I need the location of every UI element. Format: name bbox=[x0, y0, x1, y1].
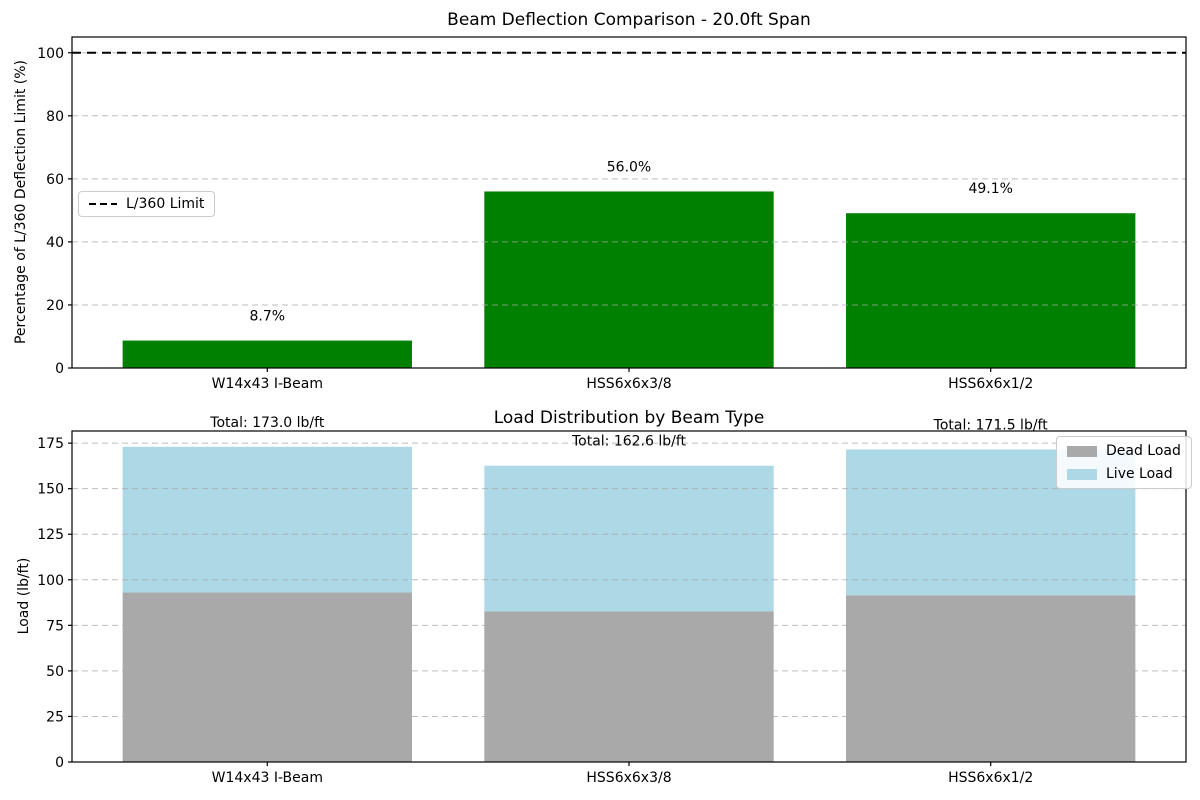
total-load-label: Total: 173.0 lb/ft bbox=[209, 415, 325, 431]
dashed-line-swatch bbox=[89, 202, 117, 206]
y-tick-label: 25 bbox=[46, 709, 64, 725]
y-tick-label: 175 bbox=[37, 436, 64, 452]
bar-value-label: 56.0% bbox=[607, 159, 651, 175]
x-tick-label: W14x43 I-Beam bbox=[212, 770, 323, 786]
bar-HSS6x6x3/8 bbox=[484, 191, 774, 368]
bar-value-label: 8.7% bbox=[250, 309, 286, 325]
chart-title: Beam Deflection Comparison - 20.0ft Span bbox=[447, 10, 811, 30]
load-plot-canvas: 0 25 50 75 100 125 150 175 W14x43 I-Beam HSS6x6x3… bbox=[37, 415, 1187, 786]
dead-load-bar-W14x43 I-Beam bbox=[122, 592, 412, 762]
y-tick-label: 100 bbox=[37, 46, 64, 62]
y-tick-label: 0 bbox=[55, 361, 64, 377]
dead-load-bar-HSS6x6x1/2 bbox=[846, 595, 1136, 762]
y-tick-label: 50 bbox=[46, 664, 64, 680]
bar-HSS6x6x1/2 bbox=[846, 213, 1136, 368]
chart-title: Load Distribution by Beam Type bbox=[493, 408, 765, 428]
y-tick-label: 0 bbox=[55, 755, 64, 771]
y-tick-label: 75 bbox=[46, 618, 64, 634]
y-tick-label: 125 bbox=[37, 527, 64, 543]
load-distribution-chart: Load Distribution by Beam Type Load (lb/… bbox=[0, 400, 1200, 800]
legend-label: Live Load bbox=[1106, 466, 1173, 482]
x-tick-label: HSS6x6x1/2 bbox=[948, 770, 1033, 786]
y-tick-label: 100 bbox=[37, 573, 64, 589]
legend-item-limit: L/360 Limit bbox=[89, 195, 204, 213]
live-load-bar-W14x43 I-Beam bbox=[122, 446, 412, 593]
deflection-plot-canvas: 0 20 40 60 80 100 W14x43 I-Beam HSS6x6x3/8 HSS6x… bbox=[37, 36, 1187, 392]
x-tick-label: HSS6x6x3/8 bbox=[586, 376, 671, 392]
bar-value-label: 49.1% bbox=[968, 181, 1012, 197]
total-load-label: Total: 171.5 lb/ft bbox=[933, 417, 1049, 433]
y-tick-label: 60 bbox=[46, 172, 64, 188]
bar-W14x43 I-Beam bbox=[122, 340, 412, 368]
legend: L/360 Limit bbox=[78, 191, 216, 217]
live-load-swatch bbox=[1067, 468, 1097, 480]
x-tick-label: HSS6x6x3/8 bbox=[586, 770, 671, 786]
x-tick-label: W14x43 I-Beam bbox=[212, 376, 323, 392]
x-tick-label: HSS6x6x1/2 bbox=[948, 376, 1033, 392]
legend-item-live-load: Live Load bbox=[1067, 465, 1181, 483]
legend: Dead Load Live Load bbox=[1056, 436, 1192, 489]
dead-load-bar-HSS6x6x3/8 bbox=[484, 611, 774, 762]
live-load-bar-HSS6x6x3/8 bbox=[484, 465, 774, 612]
y-tick-label: 150 bbox=[37, 482, 64, 498]
legend-label: Dead Load bbox=[1106, 443, 1181, 459]
legend-label: L/360 Limit bbox=[126, 196, 205, 212]
deflection-chart: Beam Deflection Comparison - 20.0ft Span… bbox=[13, 10, 1187, 392]
total-load-label: Total: 162.6 lb/ft bbox=[571, 434, 687, 450]
y-tick-label: 80 bbox=[46, 109, 64, 125]
y-tick-label: 40 bbox=[46, 235, 64, 251]
dead-load-swatch bbox=[1067, 445, 1097, 457]
legend-item-dead-load: Dead Load bbox=[1067, 442, 1181, 460]
y-tick-label: 20 bbox=[46, 298, 64, 314]
